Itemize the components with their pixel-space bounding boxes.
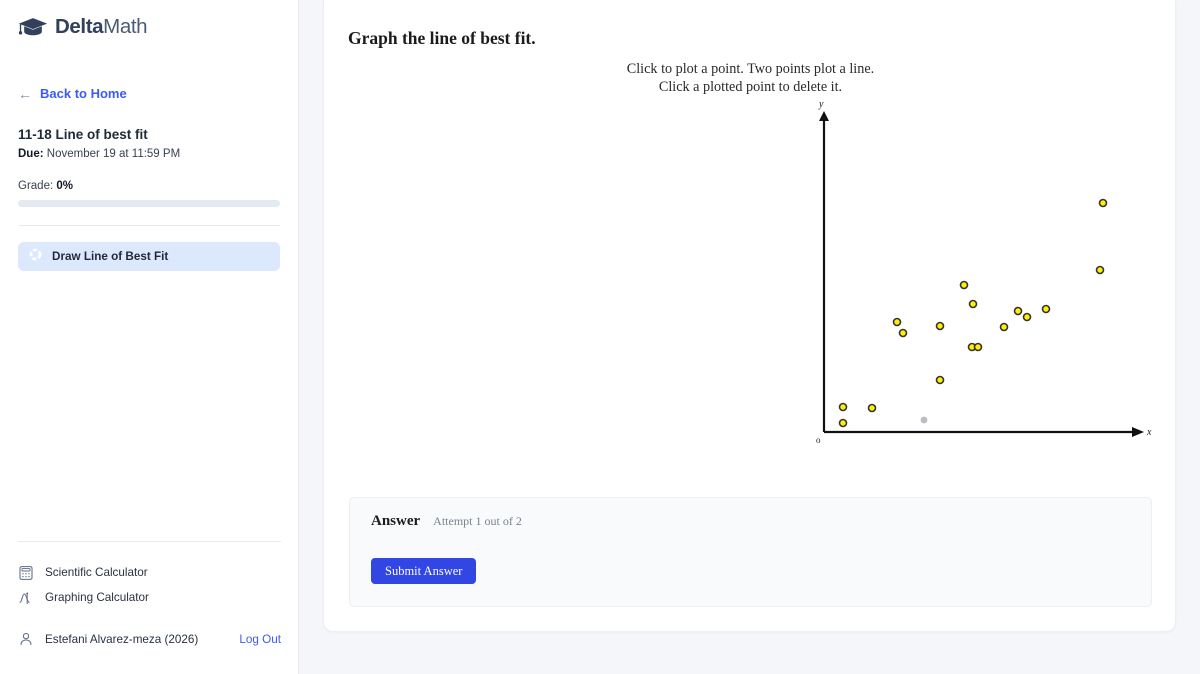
- attempt-counter: Attempt 1 out of 2: [433, 514, 522, 528]
- arrow-left-icon: ←: [18, 85, 32, 102]
- answer-header: Answer Attempt 1 out of 2: [371, 513, 522, 530]
- assignment-title: 11-18 Line of best fit: [18, 127, 148, 142]
- main-content: Graph the line of best fit. Click to plo…: [299, 0, 1200, 674]
- data-point[interactable]: [867, 403, 877, 413]
- sidebar-item-label: Draw Line of Best Fit: [52, 250, 169, 263]
- progress-ring-icon: [29, 248, 42, 266]
- plot-instructions-line1: Click to plot a point. Two points plot a…: [626, 61, 875, 77]
- data-point[interactable]: [892, 317, 902, 327]
- data-point[interactable]: [1022, 312, 1032, 322]
- sidebar-footer: Scientific Calculator Graphing Calculato…: [0, 541, 299, 674]
- data-point[interactable]: [968, 299, 978, 309]
- answer-panel: Answer Attempt 1 out of 2 Submit Answer: [349, 497, 1152, 607]
- data-point[interactable]: [973, 342, 983, 352]
- plot-instructions: Click to plot a point. Two points plot a…: [324, 60, 1177, 96]
- logo-wordmark: DeltaMath: [55, 14, 148, 38]
- grade-label: Grade:: [18, 180, 54, 192]
- y-axis-label: y: [818, 99, 824, 110]
- log-out-link[interactable]: Log Out: [239, 632, 281, 646]
- logo-word-math: Math: [103, 14, 148, 38]
- logo-word-delta: Delta: [55, 14, 104, 38]
- problem-list: Draw Line of Best Fit: [0, 242, 298, 271]
- back-to-home-label: Back to Home: [40, 86, 127, 101]
- answer-label: Answer: [371, 513, 421, 529]
- user-row: Estefani Alvarez-meza (2026) Log Out: [0, 626, 299, 652]
- tool-scientific-calculator[interactable]: Scientific Calculator: [0, 560, 299, 585]
- data-point[interactable]: [1041, 304, 1051, 314]
- data-point[interactable]: [935, 321, 945, 331]
- sidebar-divider-bottom: [18, 541, 281, 542]
- scatter-plot[interactable]: y x o: [324, 96, 1177, 456]
- origin-label: o: [816, 435, 821, 445]
- graduation-cap-icon: [18, 16, 48, 38]
- data-point[interactable]: [999, 322, 1009, 332]
- cursor-hover-point[interactable]: [920, 416, 928, 424]
- data-point[interactable]: [838, 418, 848, 428]
- due-label: Due:: [18, 148, 44, 160]
- plot-instructions-line2: Click a plotted point to delete it.: [658, 79, 843, 96]
- tool-label: Scientific Calculator: [45, 566, 148, 579]
- tool-graphing-calculator[interactable]: Graphing Calculator: [0, 585, 299, 610]
- data-point[interactable]: [935, 375, 945, 385]
- calculator-icon: [18, 565, 34, 581]
- deltamath-logo[interactable]: DeltaMath: [0, 0, 298, 38]
- sidebar-item-draw-line-of-best-fit[interactable]: Draw Line of Best Fit: [18, 242, 280, 271]
- grade-progress-bar: [18, 200, 280, 207]
- grade-line: Grade: 0%: [0, 180, 298, 192]
- data-point[interactable]: [898, 328, 908, 338]
- assignment-due: Due: November 19 at 11:59 PM: [0, 148, 298, 160]
- sidebar-divider-top: [18, 225, 280, 226]
- due-value: November 19 at 11:59 PM: [46, 148, 181, 160]
- user-name: Estefani Alvarez-meza (2026): [45, 632, 199, 646]
- plot-axes: [819, 111, 1144, 437]
- tools-list: Scientific Calculator Graphing Calculato…: [0, 542, 299, 610]
- scatter-plot-canvas[interactable]: y x o: [324, 96, 1177, 456]
- back-to-home-link[interactable]: ← Back to Home: [0, 86, 298, 101]
- user-icon: [18, 631, 34, 647]
- data-point[interactable]: [1098, 198, 1108, 208]
- plot-points[interactable]: [838, 198, 1108, 428]
- tool-label: Graphing Calculator: [45, 591, 149, 604]
- x-axis-label: x: [1146, 427, 1152, 438]
- data-point[interactable]: [959, 280, 969, 290]
- submit-answer-button[interactable]: Submit Answer: [371, 558, 477, 584]
- graph-curve-icon: [18, 590, 34, 606]
- data-point[interactable]: [1095, 265, 1105, 275]
- data-point[interactable]: [1013, 306, 1023, 316]
- grade-value: 0%: [56, 180, 73, 192]
- page-title: Graph the line of best fit.: [348, 27, 536, 48]
- problem-card: Graph the line of best fit. Click to plo…: [323, 0, 1176, 632]
- data-point[interactable]: [838, 402, 848, 412]
- sidebar: DeltaMath ← Back to Home 11-18 Line of b…: [0, 0, 299, 674]
